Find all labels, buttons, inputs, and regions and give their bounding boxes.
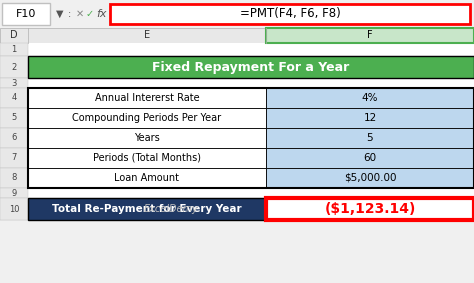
Text: 8: 8	[11, 173, 17, 183]
Bar	[266, 198, 474, 220]
Bar	[266, 108, 474, 128]
Text: 3: 3	[11, 78, 17, 87]
Bar	[266, 148, 474, 168]
Bar	[28, 88, 474, 188]
Bar	[0, 198, 28, 220]
Text: Total Re-Payment for Every Year: Total Re-Payment for Every Year	[52, 204, 242, 214]
Bar	[28, 128, 266, 148]
Text: 4: 4	[11, 93, 17, 102]
Text: 7: 7	[11, 153, 17, 162]
Bar	[28, 88, 266, 108]
Text: Loan Amount: Loan Amount	[115, 173, 180, 183]
Bar	[28, 108, 266, 128]
Bar	[0, 188, 28, 198]
Text: Fixed Repayment For a Year: Fixed Repayment For a Year	[152, 61, 350, 74]
Bar	[28, 198, 266, 220]
Bar	[266, 88, 474, 108]
Text: ▼: ▼	[56, 9, 64, 19]
Bar	[2, 3, 50, 25]
Text: F10: F10	[16, 9, 36, 19]
Bar	[28, 56, 474, 78]
Text: ExcelDemy: ExcelDemy	[144, 204, 198, 214]
Text: 60: 60	[364, 153, 376, 163]
Bar	[266, 128, 474, 148]
Bar	[0, 148, 28, 168]
Bar	[0, 168, 28, 188]
Text: ($1,123.14): ($1,123.14)	[324, 202, 416, 216]
Bar	[28, 168, 266, 188]
Text: 12: 12	[364, 113, 377, 123]
Bar	[0, 108, 28, 128]
Text: D: D	[10, 31, 18, 40]
Text: 6: 6	[11, 134, 17, 143]
Bar	[0, 28, 474, 43]
Text: 1: 1	[11, 45, 17, 54]
Text: =PMT(F4, F6, F8): =PMT(F4, F6, F8)	[240, 8, 340, 20]
Text: fx: fx	[97, 9, 107, 19]
Text: Years: Years	[134, 133, 160, 143]
Text: 9: 9	[11, 188, 17, 198]
Text: F: F	[367, 31, 373, 40]
Text: 4%: 4%	[362, 93, 378, 103]
Bar	[266, 168, 474, 188]
Text: 5: 5	[11, 113, 17, 123]
Text: 2: 2	[11, 63, 17, 72]
Bar	[0, 0, 474, 28]
Text: ✓: ✓	[86, 9, 94, 19]
Bar	[28, 148, 266, 168]
Text: E: E	[144, 31, 150, 40]
Text: Periods (Total Months): Periods (Total Months)	[93, 153, 201, 163]
Text: 10: 10	[9, 205, 19, 213]
Bar	[110, 4, 470, 24]
Bar	[0, 43, 474, 220]
Bar	[0, 88, 28, 108]
Text: $5,000.00: $5,000.00	[344, 173, 396, 183]
Bar	[0, 43, 28, 56]
Text: :: :	[68, 9, 72, 19]
Text: Compounding Periods Per Year: Compounding Periods Per Year	[73, 113, 221, 123]
Bar	[0, 128, 28, 148]
Text: ✕: ✕	[76, 9, 84, 19]
Text: Annual Intererst Rate: Annual Intererst Rate	[95, 93, 199, 103]
Text: 5: 5	[367, 133, 374, 143]
Bar	[0, 56, 28, 78]
Bar	[266, 28, 474, 43]
Bar	[0, 78, 28, 88]
